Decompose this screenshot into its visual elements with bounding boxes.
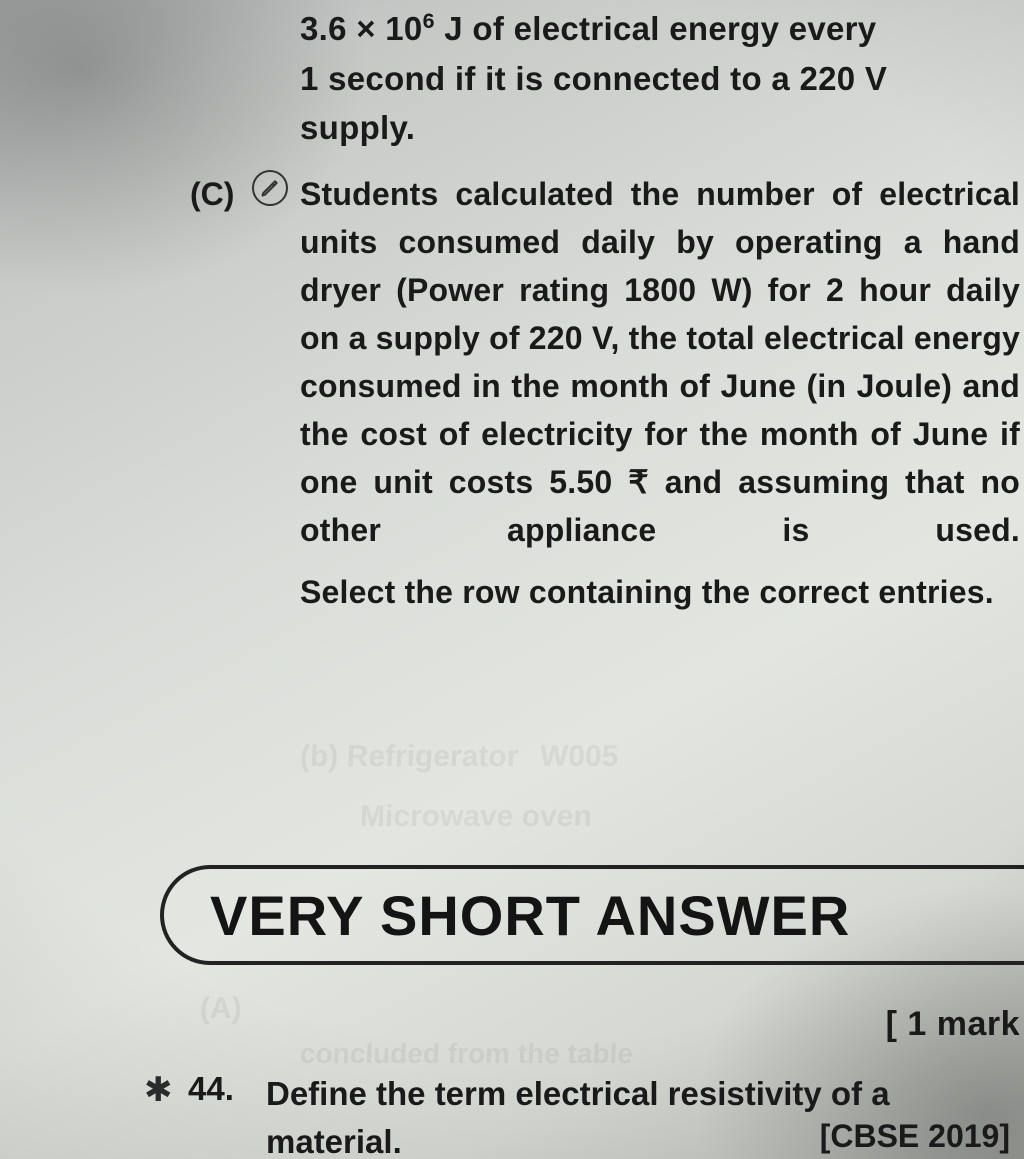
frag-line2: 1 second if it is connected to a 220 V [300, 60, 887, 97]
question-44-source: [CBSE 2019] [820, 1118, 1010, 1155]
frag-line1-suffix: J of electrical energy every [435, 10, 877, 47]
option-c-body: Students calculated the number of electr… [300, 170, 1020, 616]
option-c-select-line: Select the row containing the correct en… [300, 568, 1020, 616]
frag-line1-exp: 6 [423, 9, 435, 33]
option-c-block: (C) Students calculated the number of el… [190, 170, 1024, 616]
previous-option-fragment: 3.6 × 106 J of electrical energy every 1… [300, 4, 1020, 153]
option-c-label: (C) [190, 176, 234, 213]
star-icon: ✱ [144, 1070, 173, 1110]
mark-label: [ 1 mark [886, 1005, 1020, 1044]
question-44-body: Define the term electrical resistivity o… [266, 1070, 916, 1159]
page-content: 3.6 × 106 J of electrical energy every 1… [90, 0, 1024, 1159]
option-c-text: Students calculated the number of electr… [300, 176, 1020, 548]
question-44-number: 44. [188, 1070, 234, 1108]
pencil-circle-icon [252, 170, 288, 206]
section-banner-text: VERY SHORT ANSWER [210, 883, 850, 948]
section-banner: VERY SHORT ANSWER [160, 865, 1024, 965]
frag-line1-prefix: 3.6 × 10 [300, 10, 423, 47]
frag-line3: supply. [300, 109, 415, 146]
